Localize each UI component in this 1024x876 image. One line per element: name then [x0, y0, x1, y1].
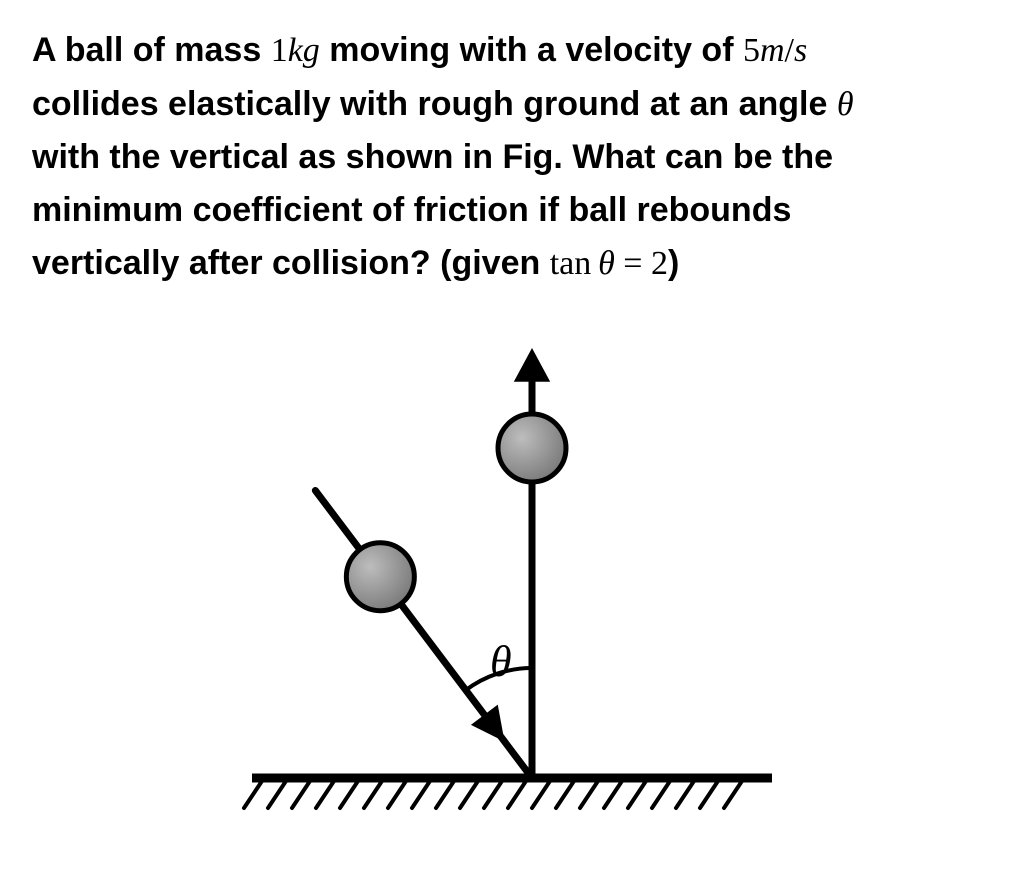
ground-hatch [292, 781, 310, 808]
ground-hatch [652, 781, 670, 808]
outgoing-arrowhead [514, 348, 550, 382]
ground-hatch [724, 781, 742, 808]
ground-hatch [460, 781, 478, 808]
ground-hatch [268, 781, 286, 808]
ground-hatch [700, 781, 718, 808]
incoming-arrowhead [471, 705, 505, 742]
ground-hatch [484, 781, 502, 808]
ground-hatch [316, 781, 334, 808]
ground-hatch [604, 781, 622, 808]
collision-figure: θ [232, 308, 792, 828]
question-text: A ball of mass 1kg moving with a velocit… [32, 24, 992, 290]
ground-hatch [580, 781, 598, 808]
ground-hatch [628, 781, 646, 808]
ground-hatch [532, 781, 550, 808]
ground-hatch [412, 781, 430, 808]
ground-hatch [508, 781, 526, 808]
ground-hatch [388, 781, 406, 808]
ground-hatch [676, 781, 694, 808]
ground-hatch [244, 781, 262, 808]
ground-hatch [436, 781, 454, 808]
outgoing-ball [498, 414, 566, 482]
ground-hatch [556, 781, 574, 808]
ground-hatch [364, 781, 382, 808]
ground-hatch [340, 781, 358, 808]
theta-label: θ [490, 637, 512, 686]
incoming-ball [346, 543, 414, 611]
